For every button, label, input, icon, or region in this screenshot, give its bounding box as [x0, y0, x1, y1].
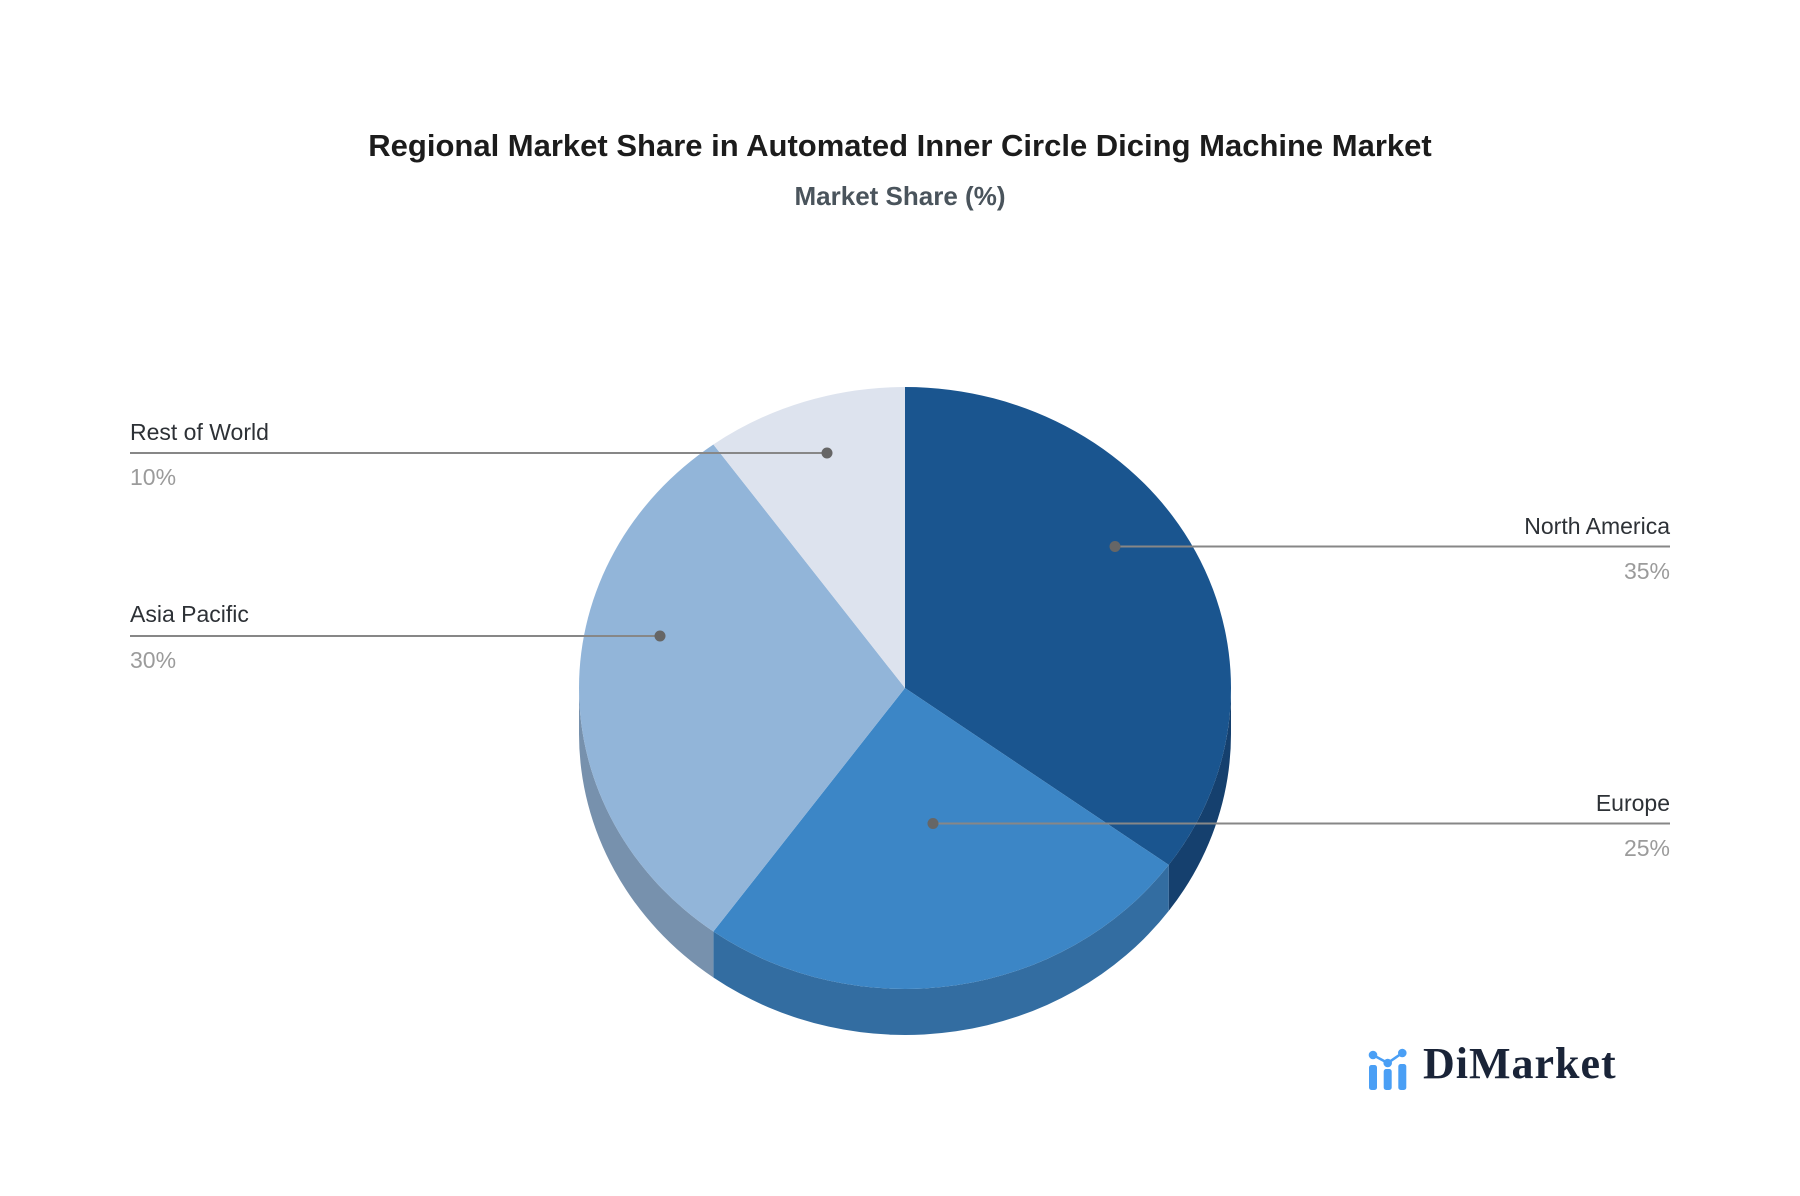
leader-dot-asia-pacific	[654, 630, 666, 642]
value-asia-pacific: 30%	[130, 647, 177, 673]
pie-slice-rest-of-world[interactable]	[713, 387, 905, 688]
leader-dot-rest-of-world	[821, 447, 833, 459]
pie-slice-side-europe	[713, 864, 1169, 1035]
label-europe: Europe	[1595, 790, 1670, 816]
value-rest-of-world: 10%	[130, 464, 177, 490]
dimarket-logo: DiMarket	[1365, 1042, 1617, 1096]
pie-slice-side-north-america	[1168, 688, 1231, 911]
label-north-america: North America	[1524, 513, 1670, 539]
chart-subtitle: Market Share (%)	[794, 181, 1006, 211]
page-title: Regional Market Share in Automated Inner…	[368, 128, 1432, 163]
label-asia-pacific: Asia Pacific	[130, 601, 249, 627]
pie-slice-side-asia-pacific	[579, 688, 714, 978]
bar-line-chart-icon	[1368, 1048, 1407, 1090]
logo-wordmark: DiMarket	[1423, 1039, 1617, 1088]
label-rest-of-world: Rest of World	[130, 419, 269, 445]
pie-slice-europe[interactable]	[713, 688, 1169, 989]
pie-slice-asia-pacific[interactable]	[579, 444, 905, 932]
pie-slice-north-america[interactable]	[905, 387, 1231, 865]
value-north-america: 35%	[1623, 558, 1670, 584]
leader-dot-north-america	[1109, 541, 1121, 552]
leader-dot-europe	[927, 818, 939, 829]
value-europe: 25%	[1623, 835, 1670, 861]
